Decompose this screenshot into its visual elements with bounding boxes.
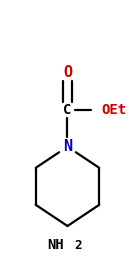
Text: OEt: OEt [102,103,127,117]
Text: O: O [63,65,72,80]
Text: C: C [63,103,72,117]
Text: N: N [63,139,72,154]
Text: 2: 2 [74,239,82,252]
Text: NH: NH [47,237,64,252]
